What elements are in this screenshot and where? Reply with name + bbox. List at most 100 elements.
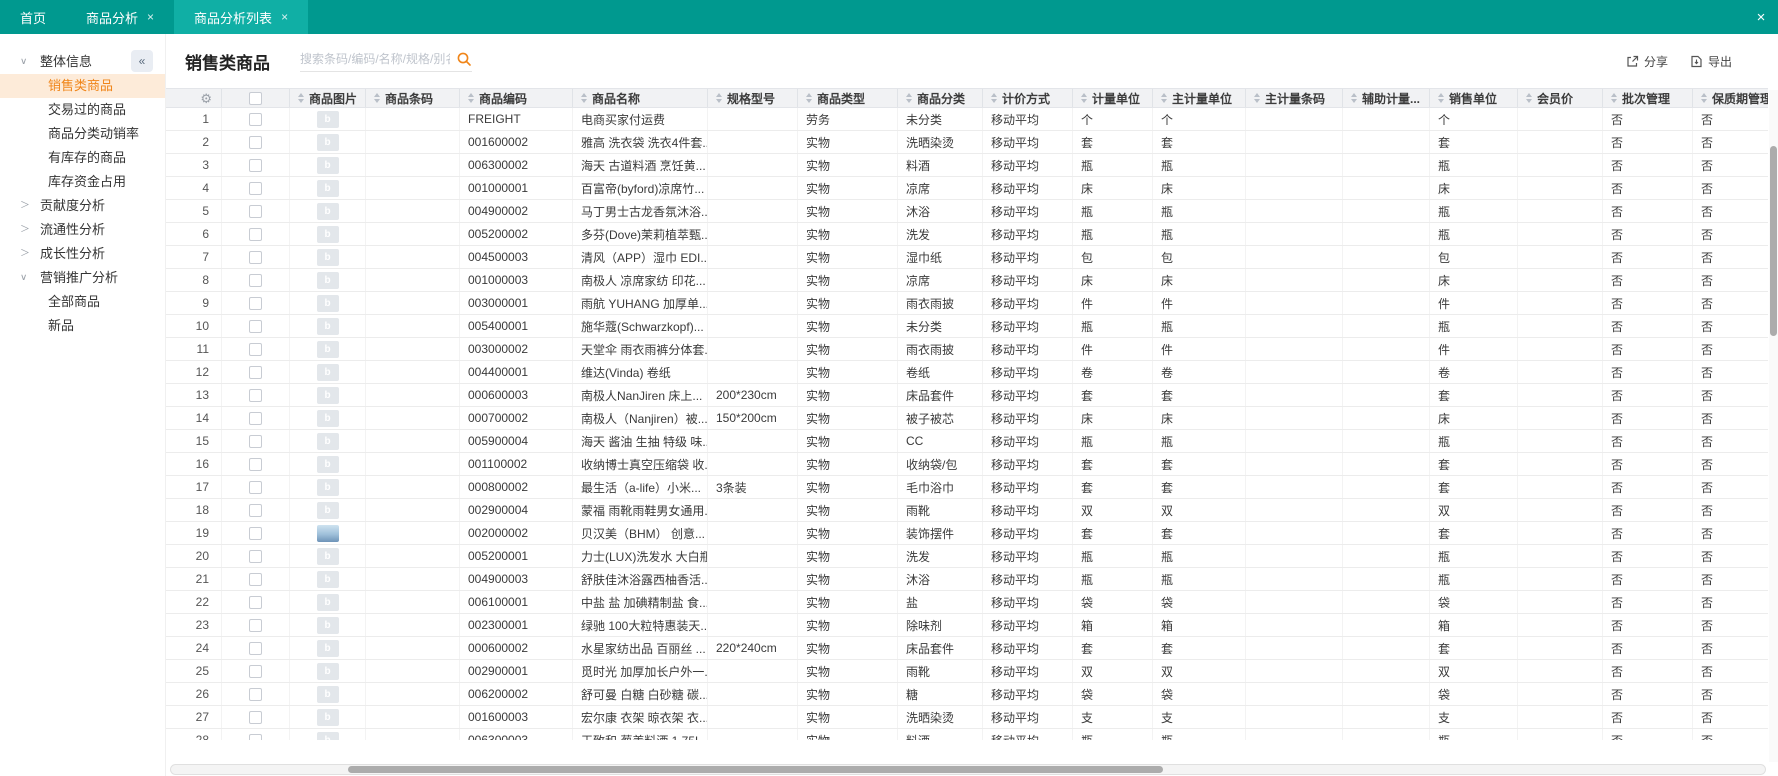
table-row[interactable]: 16 b 001100002 收纳博士真空压缩袋 收... 实物 收纳袋/包 移动平均套套套… [166,453,1768,476]
sort-carets-icon[interactable] [1438,93,1444,103]
gear-icon[interactable]: ⚙ [200,90,212,106]
table-row[interactable]: 9 b 003000001 雨航 YUHANG 加厚单... 实物 雨衣雨披 移动平均件件件… [166,292,1768,315]
table-row[interactable]: 1 b FREIGHT 电商买家付运费 劳务 未分类 移动平均个个个否否 [166,108,1768,131]
header-cell-sale_unit[interactable]: 销售单位 [1430,89,1518,107]
tab-close-icon[interactable]: × [281,10,289,24]
sort-carets-icon[interactable] [468,93,474,103]
row-checkbox[interactable] [249,411,262,425]
sort-carets-icon[interactable] [1611,93,1617,103]
table-row[interactable]: 24 b 000600002 水星家纺出品 百丽丝 ... 220*240cm 实物 床品套… [166,637,1768,660]
table-row[interactable]: 20 b 005200001 力士(LUX)洗发水 大白瓶 实物 洗发 移动平均瓶瓶瓶否否 [166,545,1768,568]
window-close-icon[interactable]: × [1756,8,1766,26]
table-row[interactable]: 4 b 001000001 百富帝(byford)凉席竹... 实物 凉席 移动平均床床床否… [166,177,1768,200]
sort-carets-icon[interactable] [716,93,722,103]
table-row[interactable]: 2 b 001600002 雅高 洗衣袋 洗衣4件套... 实物 洗晒染烫 移动平均套套套否… [166,131,1768,154]
sort-carets-icon[interactable] [906,93,912,103]
sort-carets-icon[interactable] [1351,93,1357,103]
table-row[interactable]: 26 b 006200002 舒可曼 白糖 白砂糖 碳... 实物糖移动平均袋袋袋否否 [166,683,1768,706]
header-cell-spec[interactable]: 规格型号 [708,89,798,107]
row-checkbox[interactable] [249,503,262,517]
sort-carets-icon[interactable] [1526,93,1532,103]
sort-carets-icon[interactable] [1081,93,1087,103]
row-checkbox[interactable] [249,733,262,740]
row-checkbox[interactable] [249,388,262,402]
vertical-scrollbar-thumb[interactable] [1770,146,1777,336]
table-row[interactable]: 6 b 005200002 多芬(Dove)茉莉植萃甄... 实物 洗发 移动平均瓶瓶瓶否否 [166,223,1768,246]
sidebar-group-成长性分析[interactable]: ＞ 成长性分析 [0,242,165,266]
sidebar-item-新品[interactable]: 新品 [48,318,75,333]
sidebar-item-交易过的商品[interactable]: 交易过的商品 [48,102,127,117]
row-checkbox[interactable] [249,135,262,149]
row-checkbox[interactable] [249,181,262,195]
sort-carets-icon[interactable] [806,93,812,103]
header-cell-code[interactable]: 商品编码 [460,89,573,107]
search-icon[interactable] [456,51,472,67]
sort-carets-icon[interactable] [581,93,587,103]
table-row[interactable]: 8 b 001000003 南极人 凉席家纺 印花... 实物 凉席 移动平均床床床否否 [166,269,1768,292]
tab-商品分析列表[interactable]: 商品分析列表 × [174,0,309,34]
tab-商品分析[interactable]: 商品分析 × [66,0,174,34]
table-row[interactable]: 11 b 003000002 天堂伞 雨衣雨裤分体套... 实物 雨衣雨披 移动平均件件件否… [166,338,1768,361]
row-checkbox[interactable] [249,250,262,264]
row-checkbox[interactable] [249,365,262,379]
sidebar-item-销售类商品[interactable]: 销售类商品 [0,74,165,98]
row-checkbox[interactable] [249,342,262,356]
row-checkbox[interactable] [249,549,262,563]
row-checkbox[interactable] [249,664,262,678]
table-row[interactable]: 18 b 002900004 蒙福 雨靴雨鞋男女通用... 实物 雨靴 移动平均双双双否否 [166,499,1768,522]
table-row[interactable]: 17 b 000800002 最生活（a-life）小米... 3条装 实物 毛巾浴巾 移动平… [166,476,1768,499]
sort-carets-icon[interactable] [1701,93,1707,103]
header-cell-main_unit[interactable]: 主计量单位 [1153,89,1246,107]
header-cell-check[interactable] [222,89,290,107]
row-checkbox[interactable] [249,572,262,586]
sidebar-group-贡献度分析[interactable]: ＞ 贡献度分析 [0,194,165,218]
row-checkbox[interactable] [249,480,262,494]
sidebar-item-库存资金占用[interactable]: 库存资金占用 [48,174,127,189]
sidebar-group-营销推广分析[interactable]: ∨ 营销推广分析 [0,266,165,290]
table-row[interactable]: 14 b 000700002 南极人（Nanjiren）被... 150*200cm 实物… [166,407,1768,430]
sidebar-group-流通性分析[interactable]: ＞ 流通性分析 [0,218,165,242]
product-image-thumbnail[interactable] [316,524,339,542]
header-cell-photo[interactable]: 商品图片 [290,89,366,107]
export-button[interactable]: 导出 [1690,53,1732,70]
row-checkbox[interactable] [249,296,262,310]
row-checkbox[interactable] [249,457,262,471]
row-checkbox[interactable] [249,158,262,172]
header-cell-aux_unit[interactable]: 辅助计量... [1343,89,1430,107]
table-row[interactable]: 10 b 005400001 施华蔻(Schwarzkopf)... 实物 未分类 移动平均… [166,315,1768,338]
row-checkbox[interactable] [249,618,262,632]
table-row[interactable]: 21 b 004900003 舒肤佳沐浴露西柚香活... 实物 沐浴 移动平均瓶瓶瓶否否 [166,568,1768,591]
row-checkbox[interactable] [249,204,262,218]
tab-首页[interactable]: 首页 [0,0,66,34]
table-row[interactable]: 22 b 006100001 中盐 盐 加碘精制盐 食... 实物盐移动平均袋袋袋否否 [166,591,1768,614]
table-row[interactable]: 3 b 006300002 海天 古道料酒 烹饪黄... 实物 料酒 移动平均瓶瓶瓶否否 [166,154,1768,177]
sidebar-item-有库存的商品[interactable]: 有库存的商品 [48,150,127,165]
sidebar-item-全部商品[interactable]: 全部商品 [48,294,101,309]
header-cell-pricing[interactable]: 计价方式 [983,89,1073,107]
row-checkbox[interactable] [249,687,262,701]
header-cell-unit[interactable]: 计量单位 [1073,89,1153,107]
tab-close-icon[interactable]: × [147,10,155,24]
search-input[interactable] [300,51,450,66]
sort-carets-icon[interactable] [298,93,304,103]
sort-carets-icon[interactable] [374,93,380,103]
collapse-sidebar-button[interactable]: « [131,50,153,72]
table-row[interactable]: 28b006300003王致和 葱姜料酒 1.75L实物料酒移动平均瓶瓶瓶否否 [166,729,1768,740]
row-checkbox[interactable] [249,434,262,448]
table-row[interactable]: 15 b 005900004 海天 酱油 生抽 特级 味... 实物 CC 移动平均瓶瓶瓶否… [166,430,1768,453]
table-row[interactable]: 23 b 002300001 绿驰 100大粒特惠装天... 实物 除味剂 移动平均箱箱箱否… [166,614,1768,637]
sort-carets-icon[interactable] [1161,93,1167,103]
row-checkbox[interactable] [249,273,262,287]
row-checkbox[interactable] [249,641,262,655]
table-row[interactable]: 25 b 002900001 觅时光 加厚加长户外一... 实物 雨靴 移动平均双双双否否 [166,660,1768,683]
sort-carets-icon[interactable] [1254,93,1260,103]
vertical-scrollbar[interactable] [1769,90,1778,762]
header-cell-type[interactable]: 商品类型 [798,89,898,107]
header-cell-barcode[interactable]: 商品条码 [366,89,460,107]
table-row[interactable]: 13 b 000600003 南极人NanJiren 床上... 200*230cm 实物… [166,384,1768,407]
table-row[interactable]: 27 b 001600003 宏尔康 衣架 晾衣架 衣... 实物 洗晒染烫 移动平均支支支… [166,706,1768,729]
table-row[interactable]: 19 002000002 贝汉美（BHM） 创意... 实物 装饰摆件 移动平均套套套否否 [166,522,1768,545]
table-row[interactable]: 5 b 004900002 马丁男士古龙香氛沐浴... 实物 沐浴 移动平均瓶瓶瓶否否 [166,200,1768,223]
header-cell-main_barcode[interactable]: 主计量条码 [1246,89,1343,107]
header-cell-cat[interactable]: 商品分类 [898,89,983,107]
